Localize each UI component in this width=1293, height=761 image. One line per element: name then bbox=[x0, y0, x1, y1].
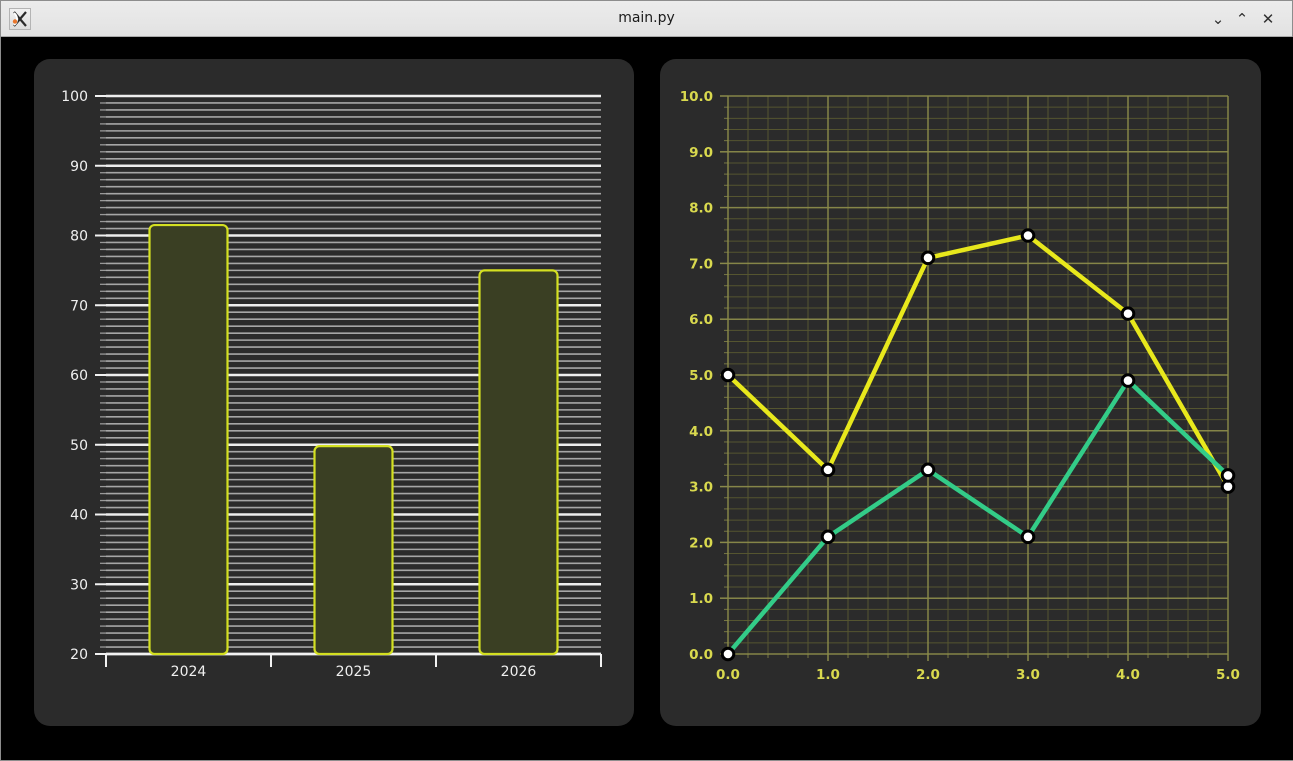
line-chart-data-point[interactable] bbox=[1120, 373, 1136, 388]
line-chart-xtick-label: 3.0 bbox=[1016, 667, 1040, 683]
window-title: main.py bbox=[618, 10, 675, 26]
close-window-button[interactable]: ✕ bbox=[1261, 10, 1275, 28]
window-titlebar[interactable]: main.py ⌄ ⌃ ✕ bbox=[1, 1, 1292, 37]
line-series-green-series bbox=[725, 378, 1231, 657]
line-chart-xtick-label: 5.0 bbox=[1216, 667, 1240, 683]
line-chart-data-point[interactable] bbox=[820, 529, 836, 545]
line-chart-data-point[interactable] bbox=[720, 646, 736, 662]
bar-chart-ytick-label: 80 bbox=[70, 229, 88, 245]
bar-chart-bar[interactable] bbox=[148, 223, 229, 656]
bar-chart-xtick-label: 2026 bbox=[501, 664, 537, 680]
line-chart-data-point[interactable] bbox=[720, 367, 736, 383]
line-chart-panel: 0.0 1.0 2.0 3.0 4.0 5.0 6.0 7.0 8.0 9.0 10.0 0.0 1.0… bbox=[660, 59, 1261, 726]
line-chart-xtick-label: 2.0 bbox=[916, 667, 940, 683]
maximize-window-button[interactable]: ⌃ bbox=[1235, 10, 1249, 28]
line-chart-ytick-label: 10.0 bbox=[680, 89, 713, 105]
line-chart-ytick-label: 9.0 bbox=[689, 145, 713, 161]
bar-chart-ytick-label: 90 bbox=[70, 159, 88, 175]
line-chart-data-point[interactable] bbox=[920, 462, 936, 478]
bar-chart: 20 30 40 50 60 70 80 90 100 2024 2025 2026 bbox=[61, 89, 602, 680]
line-series-yellow-series bbox=[725, 233, 1231, 489]
bar-chart-ytick-label: 40 bbox=[70, 508, 88, 524]
python-x11-app-icon bbox=[9, 8, 31, 30]
line-chart-xtick-label: 4.0 bbox=[1116, 667, 1140, 683]
bar-chart-bar[interactable] bbox=[313, 445, 394, 656]
line-chart-ytick-label: 8.0 bbox=[689, 201, 713, 217]
window-content: 20 30 40 50 60 70 80 90 100 2024 2025 2026 0.0 1.0 2.… bbox=[2, 37, 1293, 760]
line-chart-xtick-label: 1.0 bbox=[816, 667, 840, 683]
bar-chart-ytick-label: 100 bbox=[61, 89, 88, 105]
line-chart-ytick-label: 6.0 bbox=[689, 312, 713, 328]
bar-rect[interactable] bbox=[148, 223, 229, 656]
line-chart-data-point[interactable] bbox=[820, 462, 836, 478]
bar-chart-ytick-label: 20 bbox=[70, 647, 88, 663]
bar-chart-ytick-label: 70 bbox=[70, 298, 88, 314]
line-chart: 0.0 1.0 2.0 3.0 4.0 5.0 6.0 7.0 8.0 9.0 10.0 0.0 1.0… bbox=[680, 89, 1240, 683]
line-chart-ytick-label: 3.0 bbox=[689, 480, 713, 496]
bar-rect[interactable] bbox=[313, 445, 394, 656]
line-chart-xtick-label: 0.0 bbox=[716, 667, 740, 683]
bar-chart-bar[interactable] bbox=[478, 269, 559, 656]
line-chart-data-point[interactable] bbox=[1020, 228, 1036, 243]
minimize-window-button[interactable]: ⌄ bbox=[1211, 10, 1225, 28]
line-chart-ytick-label: 1.0 bbox=[689, 591, 713, 607]
bar-chart-ytick-label: 60 bbox=[70, 368, 88, 384]
bar-chart-panel: 20 30 40 50 60 70 80 90 100 2024 2025 2026 bbox=[34, 59, 634, 726]
line-chart-ytick-label: 2.0 bbox=[689, 535, 713, 551]
line-chart-data-point[interactable] bbox=[1020, 529, 1036, 545]
bar-chart-ytick-label: 30 bbox=[70, 577, 88, 593]
line-chart-ytick-label: 4.0 bbox=[689, 424, 713, 440]
bar-chart-xtick-label: 2025 bbox=[336, 664, 372, 680]
line-chart-ytick-label: 5.0 bbox=[689, 368, 713, 384]
bar-chart-ytick-label: 50 bbox=[70, 438, 88, 454]
line-chart-ytick-label: 0.0 bbox=[689, 647, 713, 663]
bar-chart-xtick-label: 2024 bbox=[171, 664, 207, 680]
line-chart-data-point[interactable] bbox=[1220, 468, 1236, 483]
bar-rect[interactable] bbox=[478, 269, 559, 656]
line-chart-data-point[interactable] bbox=[1120, 306, 1136, 321]
line-chart-data-point[interactable] bbox=[920, 250, 936, 266]
line-chart-ytick-label: 7.0 bbox=[689, 256, 713, 272]
